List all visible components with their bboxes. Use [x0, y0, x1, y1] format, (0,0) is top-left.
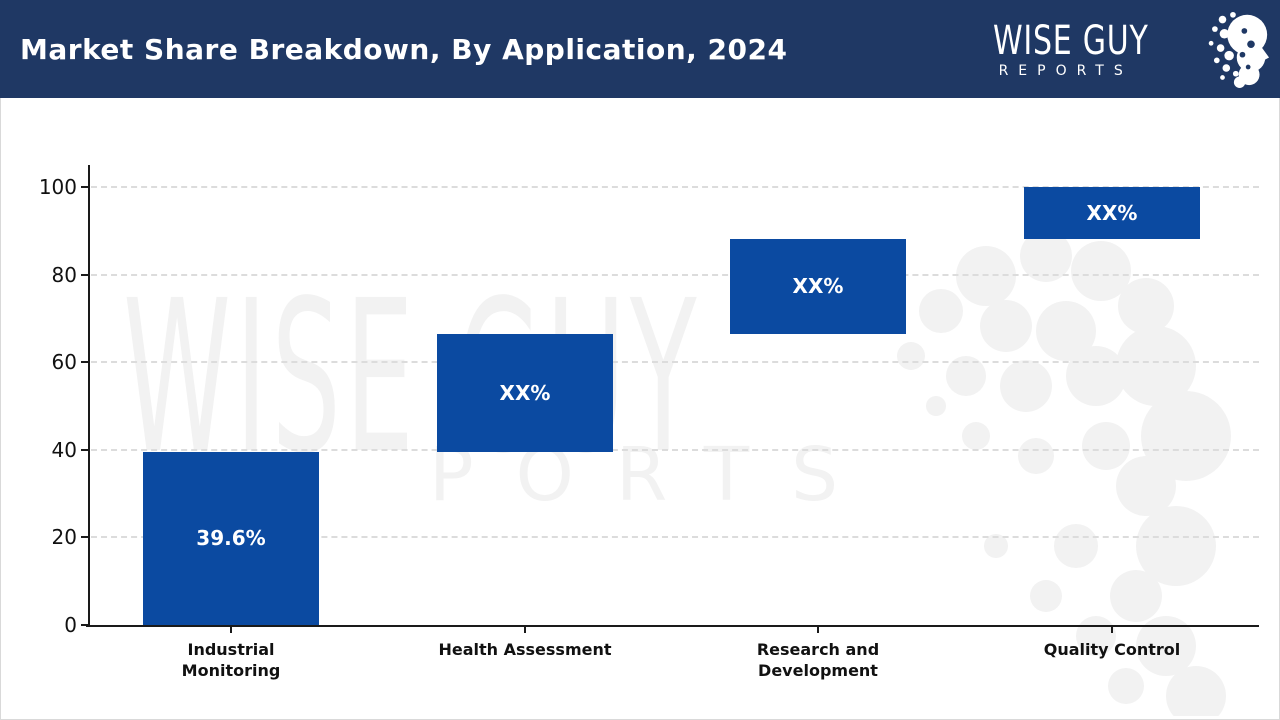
x-axis-label-line: Development — [758, 661, 878, 680]
bar-value-label: XX% — [499, 380, 551, 405]
bar-value-label: XX% — [1086, 200, 1138, 225]
gridline — [91, 186, 1259, 188]
bar: XX% — [1024, 187, 1200, 239]
y-tick-mark — [81, 536, 89, 539]
bar-value-label: XX% — [792, 274, 844, 299]
x-axis-label-line: Industrial — [187, 640, 275, 659]
gridline — [91, 536, 1259, 539]
x-axis-label: Quality Control — [997, 639, 1227, 660]
bar-value-label: 39.6% — [196, 526, 266, 551]
y-tick-label: 80 — [51, 262, 77, 287]
x-tick-mark — [524, 625, 526, 633]
y-tick-label: 40 — [51, 437, 77, 462]
watermark-face-dots — [897, 230, 1231, 716]
y-tick-mark — [81, 448, 89, 451]
y-tick-mark — [81, 624, 89, 626]
x-axis-label: Research and Development — [703, 639, 933, 681]
x-axis-label-line: Health Assessment — [438, 640, 612, 659]
x-tick-mark — [817, 625, 819, 633]
x-axis-label-line: Monitoring — [181, 661, 281, 680]
logo-wiseguy-text: WISE GUY — [992, 17, 1149, 64]
y-tick-label: 0 — [64, 613, 77, 637]
x-axis-label: Industrial Monitoring — [116, 639, 346, 681]
x-axis-label-line: Research and — [756, 640, 880, 659]
bar: 39.6% — [143, 451, 319, 625]
header-bar: Market Share Breakdown, By Application, … — [0, 0, 1280, 98]
y-tick-mark — [81, 361, 89, 364]
x-axis-label: Health Assessment — [410, 639, 640, 660]
bar: XX% — [730, 238, 906, 334]
bar: XX% — [437, 333, 613, 452]
y-axis-line — [88, 165, 90, 627]
gridline — [91, 448, 1259, 451]
logo: WISE GUY REPORTS — [993, 4, 1270, 94]
page-title: Market Share Breakdown, By Application, … — [20, 32, 788, 66]
x-tick-mark — [1111, 625, 1113, 633]
gridline — [91, 361, 1259, 364]
gridline — [91, 273, 1259, 276]
chart-plot-area: 0 20 40 60 80 100 39.6% Industrial Monitoring XX%… — [1, 98, 1279, 719]
y-tick-label: 100 — [38, 175, 77, 199]
logo-reports-text: REPORTS — [998, 62, 1133, 79]
x-axis-line — [86, 625, 1259, 627]
x-tick-mark — [230, 625, 232, 633]
y-tick-mark — [81, 186, 89, 188]
logo-text: WISE GUY REPORTS — [993, 20, 1200, 79]
y-tick-label: 60 — [51, 350, 77, 375]
x-axis-label-line: Quality Control — [1043, 640, 1181, 659]
logo-face-icon — [1208, 11, 1270, 88]
y-tick-mark — [81, 273, 89, 276]
y-tick-label: 20 — [51, 525, 77, 550]
